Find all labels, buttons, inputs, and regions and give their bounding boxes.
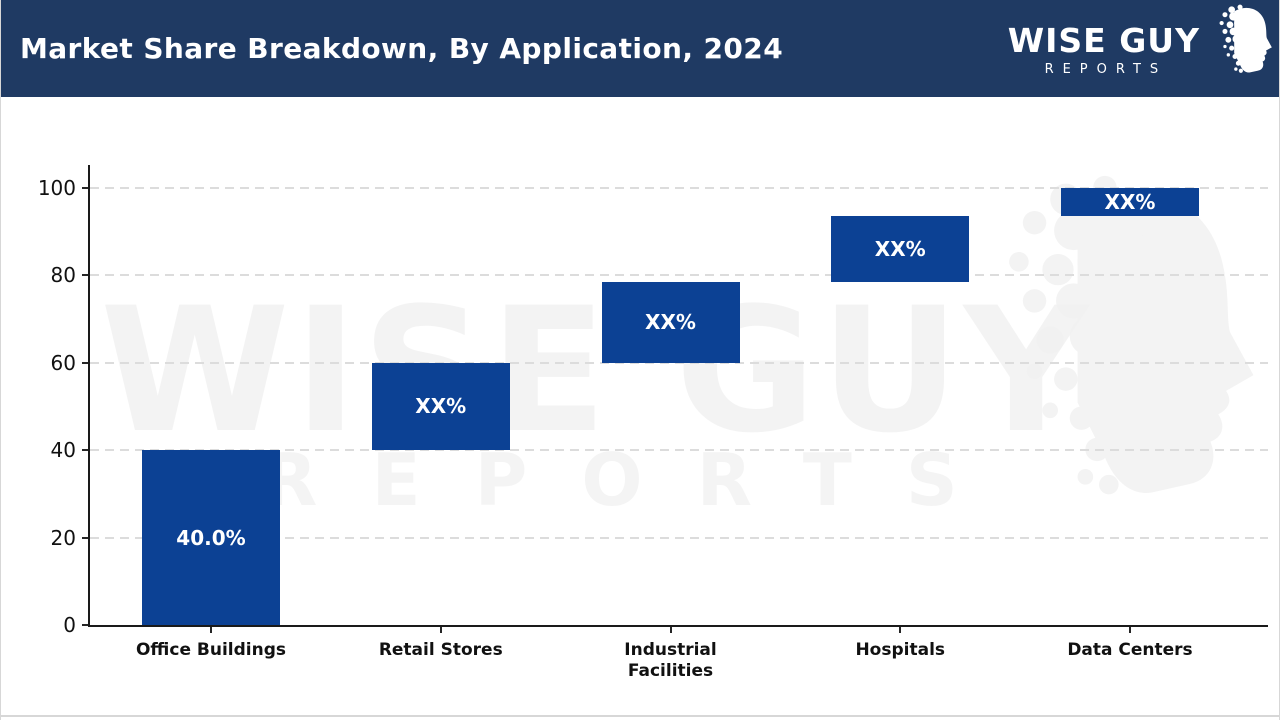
gridline-y80 bbox=[90, 274, 1268, 276]
x-axis-tick bbox=[1129, 627, 1131, 633]
y-axis-tick bbox=[82, 624, 90, 626]
x-axis-tick-label: Industrial Facilities bbox=[624, 640, 717, 681]
bar-industrial-facilities: XX% bbox=[601, 281, 740, 363]
gridline-y100 bbox=[90, 186, 1268, 189]
y-axis-tick-label: 0 bbox=[63, 613, 76, 637]
bar-hospitals: XX% bbox=[831, 215, 970, 282]
dotted-head-logo-icon bbox=[1219, 4, 1272, 73]
y-axis-tick bbox=[82, 361, 90, 364]
y-axis-tick-label: 40 bbox=[50, 438, 76, 462]
y-axis-tick-label: 60 bbox=[50, 350, 76, 375]
x-axis-tick-label: Retail Stores bbox=[378, 640, 503, 660]
bar-value-label: XX% bbox=[645, 310, 696, 335]
logo-wordmark: WISE GUY bbox=[1007, 20, 1200, 60]
bar-data-centers: XX% bbox=[1061, 187, 1199, 216]
gridline-y20 bbox=[90, 536, 1268, 539]
y-axis-tick bbox=[82, 186, 90, 189]
y-axis-tick-label: 80 bbox=[50, 263, 76, 287]
y-axis-spine bbox=[88, 165, 90, 627]
logo-subtitle: REPORTS bbox=[1044, 61, 1168, 77]
x-axis-tick bbox=[439, 627, 442, 633]
x-axis-tick bbox=[210, 627, 212, 633]
x-axis-spine bbox=[88, 625, 1268, 627]
y-axis-tick bbox=[82, 274, 90, 276]
frame-border-bottom bbox=[0, 715, 1280, 717]
bar-value-label: XX% bbox=[415, 394, 467, 419]
y-axis-tick bbox=[82, 536, 90, 539]
bar-office-buildings: 40.0% bbox=[142, 450, 280, 625]
gridline-y60 bbox=[90, 361, 1268, 364]
page-title: Market Share Breakdown, By Application, … bbox=[20, 32, 784, 65]
y-axis-tick-label: 20 bbox=[50, 525, 76, 550]
x-axis-tick-label: Data Centers bbox=[1067, 640, 1193, 660]
x-axis-tick-label: Office Buildings bbox=[135, 640, 287, 660]
bar-value-label: XX% bbox=[1104, 189, 1156, 214]
logo-text: WISE GUY REPORTS bbox=[1008, 21, 1200, 77]
x-axis-tick-label: Hospitals bbox=[855, 640, 946, 660]
header-banner: Market Share Breakdown, By Application, … bbox=[0, 0, 1280, 97]
y-axis-tick bbox=[82, 449, 90, 451]
gridline-y40 bbox=[90, 449, 1268, 451]
x-axis-tick bbox=[669, 627, 672, 633]
wise-guy-reports-logo: WISE GUY REPORTS bbox=[1008, 3, 1274, 95]
frame-border-left bbox=[0, 0, 1, 720]
bar-retail-stores: XX% bbox=[371, 362, 510, 450]
y-axis-tick-label: 100 bbox=[37, 175, 76, 200]
bar-value-label: 40.0% bbox=[176, 525, 246, 550]
x-axis-tick bbox=[899, 627, 902, 633]
bar-value-label: XX% bbox=[874, 236, 926, 261]
